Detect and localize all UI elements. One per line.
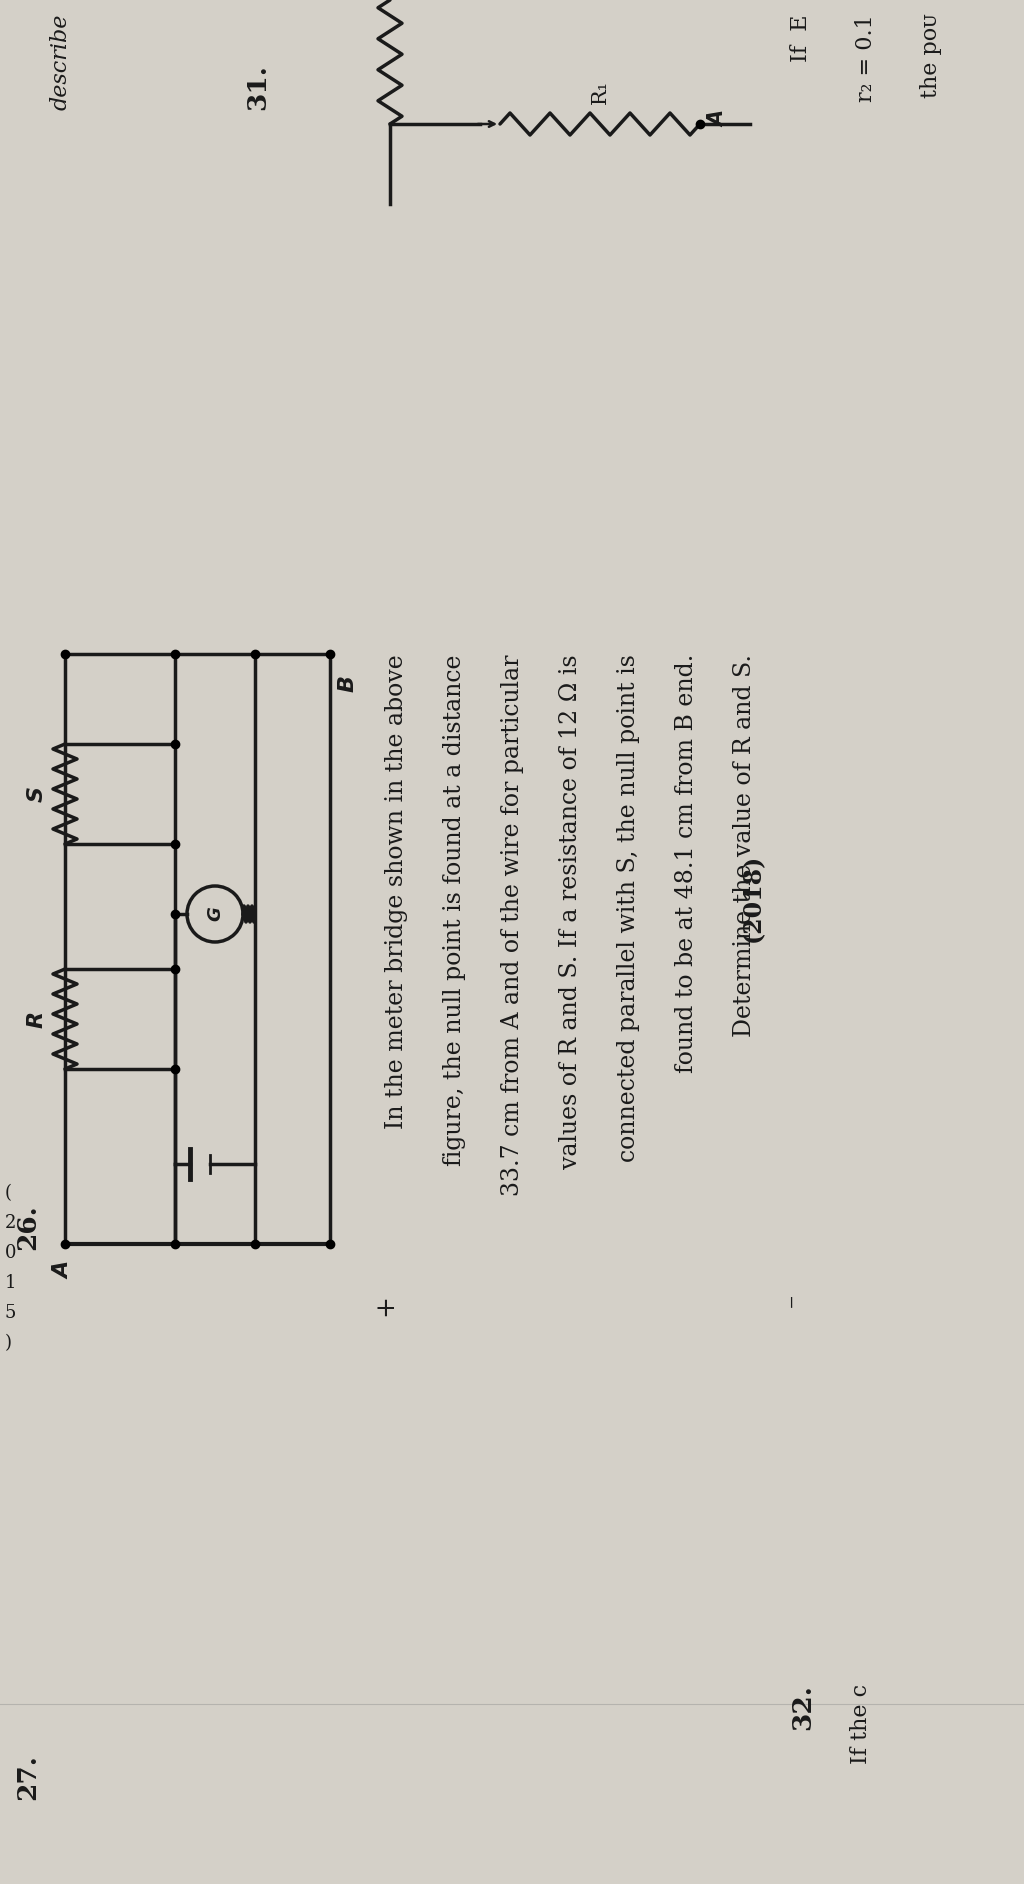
Text: (2018): (2018) — [741, 853, 765, 942]
Text: found to be at 48.1 cm from B end.: found to be at 48.1 cm from B end. — [675, 654, 698, 1074]
Text: 32.: 32. — [790, 1684, 815, 1730]
Text: ): ) — [5, 1334, 12, 1353]
Text: –: – — [778, 1294, 804, 1307]
Text: Determine the value of R and S.: Determine the value of R and S. — [733, 654, 756, 1036]
Text: 26.: 26. — [15, 1204, 41, 1249]
Text: 31.: 31. — [245, 64, 270, 109]
Text: A: A — [53, 1262, 73, 1279]
Text: In the meter bridge shown in the above: In the meter bridge shown in the above — [385, 654, 408, 1129]
Text: If the c: If the c — [850, 1684, 872, 1763]
Text: S: S — [27, 786, 47, 803]
Text: 33.7 cm from A and of the wire for particular: 33.7 cm from A and of the wire for parti… — [501, 654, 524, 1196]
Text: 0: 0 — [5, 1243, 16, 1262]
Text: If  E: If E — [790, 13, 812, 62]
Text: 27.: 27. — [15, 1754, 41, 1799]
Text: (: ( — [5, 1183, 12, 1202]
Text: R₁: R₁ — [591, 79, 609, 104]
Text: figure, the null point is found at a distance: figure, the null point is found at a dis… — [443, 654, 466, 1166]
Text: 1: 1 — [5, 1274, 16, 1292]
Text: r₂ = 0.1: r₂ = 0.1 — [855, 13, 877, 102]
Text: the poᴜ: the poᴜ — [920, 13, 942, 98]
Text: B: B — [338, 676, 358, 693]
Text: A: A — [708, 111, 728, 126]
Text: +: + — [373, 1294, 397, 1317]
Text: 5: 5 — [5, 1304, 16, 1323]
Text: values of R and S. If a resistance of 12 Ω is: values of R and S. If a resistance of 12… — [559, 654, 582, 1168]
Text: connected parallel with S, the null point is: connected parallel with S, the null poin… — [617, 654, 640, 1162]
Text: R: R — [27, 1010, 47, 1027]
Text: 2: 2 — [5, 1213, 16, 1232]
Text: G: G — [206, 906, 224, 921]
Text: describe: describe — [50, 13, 72, 111]
